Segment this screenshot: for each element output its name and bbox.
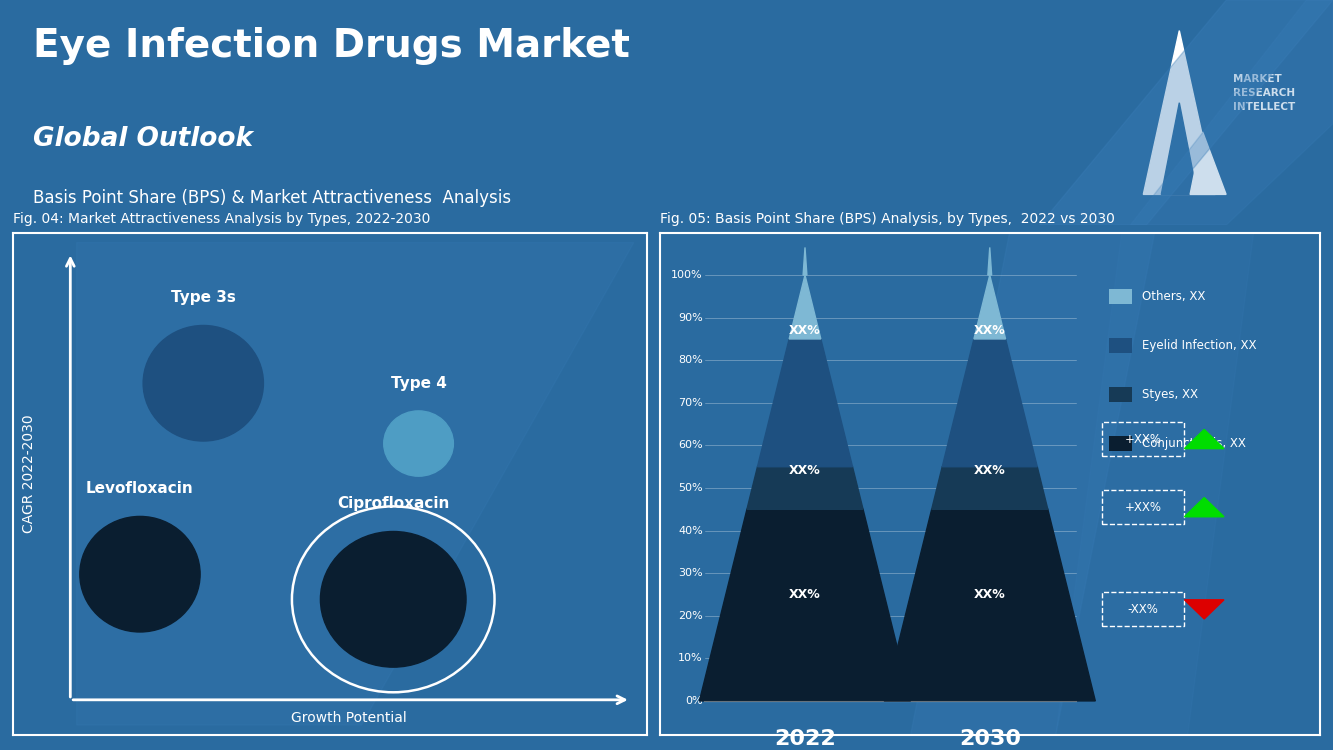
Polygon shape xyxy=(1185,600,1224,619)
Polygon shape xyxy=(1144,31,1216,194)
Text: Others, XX: Others, XX xyxy=(1141,290,1205,303)
Ellipse shape xyxy=(143,326,264,441)
Text: Styes, XX: Styes, XX xyxy=(1141,388,1197,400)
Text: Type 3s: Type 3s xyxy=(171,290,236,305)
Polygon shape xyxy=(1161,103,1197,194)
Text: 60%: 60% xyxy=(678,440,702,451)
Text: MARKET
RESEARCH
INTELLECT: MARKET RESEARCH INTELLECT xyxy=(1233,74,1296,112)
Polygon shape xyxy=(700,509,910,701)
Polygon shape xyxy=(746,466,862,509)
Text: XX%: XX% xyxy=(789,324,821,337)
Text: 50%: 50% xyxy=(678,483,702,493)
Ellipse shape xyxy=(384,411,453,476)
Text: Eye Infection Drugs Market: Eye Infection Drugs Market xyxy=(33,27,631,65)
Polygon shape xyxy=(1130,0,1333,225)
Text: +XX%: +XX% xyxy=(1125,433,1161,445)
FancyBboxPatch shape xyxy=(1109,338,1132,352)
Text: Type 4: Type 4 xyxy=(391,376,447,391)
Text: XX%: XX% xyxy=(974,588,1005,601)
Polygon shape xyxy=(974,275,1005,339)
FancyBboxPatch shape xyxy=(1109,436,1132,451)
Text: XX%: XX% xyxy=(974,324,1005,337)
Text: XX%: XX% xyxy=(974,464,1005,478)
Text: Levofloxacin: Levofloxacin xyxy=(87,482,193,496)
Polygon shape xyxy=(988,248,992,275)
Ellipse shape xyxy=(320,532,467,668)
Text: Conjunctivitis, XX: Conjunctivitis, XX xyxy=(1141,436,1245,450)
Polygon shape xyxy=(910,232,1154,735)
Text: XX%: XX% xyxy=(789,464,821,478)
Polygon shape xyxy=(1190,132,1226,194)
Polygon shape xyxy=(1040,0,1333,225)
Text: 40%: 40% xyxy=(678,526,702,536)
Text: CAGR 2022-2030: CAGR 2022-2030 xyxy=(23,415,36,533)
Text: 10%: 10% xyxy=(678,653,702,663)
Polygon shape xyxy=(757,339,853,466)
Text: 2030: 2030 xyxy=(958,728,1021,748)
Polygon shape xyxy=(942,339,1037,466)
Polygon shape xyxy=(1185,430,1224,448)
Text: Fig. 05: Basis Point Share (BPS) Analysis, by Types,  2022 vs 2030: Fig. 05: Basis Point Share (BPS) Analysi… xyxy=(660,211,1114,226)
Text: Fig. 04: Market Attractiveness Analysis by Types, 2022-2030: Fig. 04: Market Attractiveness Analysis … xyxy=(13,211,431,226)
FancyBboxPatch shape xyxy=(1109,387,1132,402)
Polygon shape xyxy=(932,466,1048,509)
FancyBboxPatch shape xyxy=(1109,289,1132,304)
Text: 90%: 90% xyxy=(678,313,702,322)
Text: Basis Point Share (BPS) & Market Attractiveness  Analysis: Basis Point Share (BPS) & Market Attract… xyxy=(33,189,512,207)
Text: 70%: 70% xyxy=(678,398,702,408)
Polygon shape xyxy=(789,275,821,339)
Polygon shape xyxy=(76,242,635,725)
Polygon shape xyxy=(1185,497,1224,517)
Text: Eyelid Infection, XX: Eyelid Infection, XX xyxy=(1141,339,1256,352)
Text: XX%: XX% xyxy=(789,588,821,601)
Text: 2022: 2022 xyxy=(774,728,836,748)
Polygon shape xyxy=(802,248,806,275)
Text: Growth Potential: Growth Potential xyxy=(291,711,407,725)
Text: Ciprofloxacin: Ciprofloxacin xyxy=(337,496,449,512)
Ellipse shape xyxy=(80,517,200,632)
Text: +XX%: +XX% xyxy=(1125,501,1161,514)
Text: 0%: 0% xyxy=(685,696,702,706)
Polygon shape xyxy=(1056,232,1254,735)
Polygon shape xyxy=(884,509,1096,701)
Text: Global Outlook: Global Outlook xyxy=(33,126,253,152)
Text: 100%: 100% xyxy=(670,270,702,280)
Text: 80%: 80% xyxy=(678,356,702,365)
Text: 20%: 20% xyxy=(678,610,702,621)
Text: 30%: 30% xyxy=(678,568,702,578)
Text: -XX%: -XX% xyxy=(1128,603,1158,616)
